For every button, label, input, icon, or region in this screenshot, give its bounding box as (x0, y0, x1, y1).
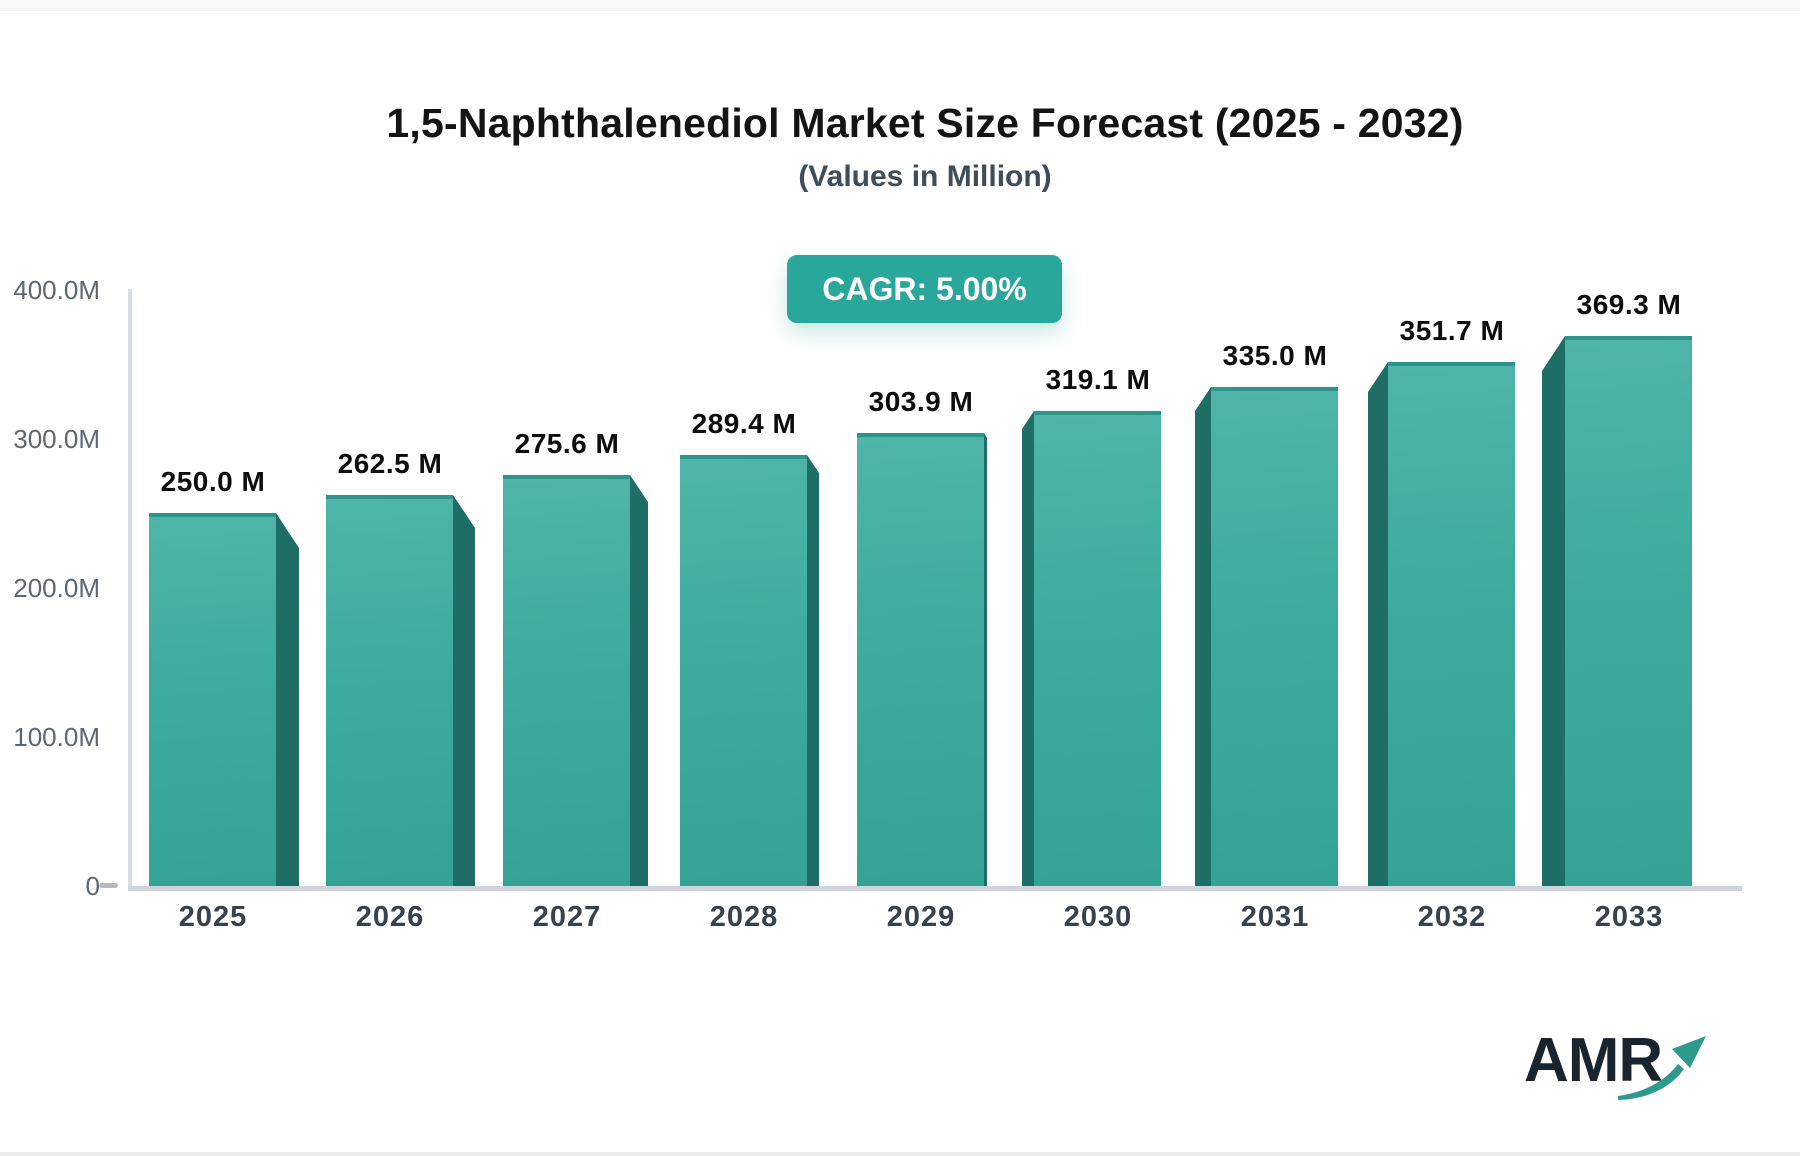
bar-side-face (1542, 336, 1565, 886)
bar-value-label: 335.0 M (1222, 340, 1328, 371)
bar-value-label: 351.7 M (1399, 315, 1505, 346)
x-axis-label-2029: 2029 (886, 901, 956, 933)
bar-front-face (1211, 387, 1338, 886)
bar-side-face (807, 455, 819, 886)
x-axis-label-2033: 2033 (1594, 901, 1664, 933)
bar-side-face (984, 433, 987, 886)
chart-subtitle: (Values in Million) (798, 160, 1052, 193)
bar-side-face (1195, 387, 1211, 886)
y-axis-tick-label: 200.0M (13, 573, 100, 603)
y-axis-tick-label: 0 (85, 871, 100, 901)
bar-value-label: 262.5 M (337, 448, 443, 479)
amr-logo-text: AMR (1524, 1026, 1663, 1095)
bar-value-label: 289.4 M (691, 408, 797, 439)
bar-front-face (857, 433, 984, 886)
bar-value-label: 319.1 M (1045, 364, 1151, 395)
window-top-edge (0, 0, 1800, 11)
bar-value-label: 275.6 M (514, 428, 620, 459)
bar-front-face (326, 495, 453, 886)
x-axis-label-2032: 2032 (1417, 901, 1487, 933)
bar-front-face (1034, 411, 1161, 886)
y-axis-tick-label: 400.0M (13, 275, 100, 305)
bar-value-label: 369.3 M (1576, 289, 1682, 320)
bar-front-face (149, 513, 276, 886)
x-axis-label-2030: 2030 (1063, 901, 1133, 933)
x-axis-label-2027: 2027 (532, 901, 602, 933)
bar-value-label: 303.9 M (868, 386, 974, 417)
cagr-badge: CAGR: 5.00% (787, 255, 1062, 323)
y-axis-line (128, 289, 132, 890)
bar-value-label: 250.0 M (160, 466, 266, 497)
bar-front-face (1388, 362, 1515, 886)
bar-side-face (1368, 362, 1388, 886)
y-axis-tick-label: 100.0M (13, 722, 100, 752)
bar-front-face (680, 455, 807, 886)
x-axis-label-2025: 2025 (178, 901, 248, 933)
y-axis-zero-tick (99, 883, 118, 888)
bar-side-face (453, 495, 475, 886)
bar-side-face (630, 475, 648, 886)
y-axis-tick-label: 300.0M (13, 424, 100, 454)
growth-arrow-icon (1618, 1036, 1706, 1100)
x-axis-label-2028: 2028 (709, 901, 779, 933)
bar-front-face (1565, 336, 1692, 886)
x-axis-label-2031: 2031 (1240, 901, 1310, 933)
window-bottom-edge (0, 1152, 1800, 1156)
chart-title: 1,5-Naphthalenediol Market Size Forecast… (386, 100, 1464, 146)
x-axis-label-2026: 2026 (355, 901, 425, 933)
bar-side-face (1022, 411, 1034, 886)
amr-logo: AMR (1524, 1030, 1734, 1110)
bar-side-face (276, 513, 299, 886)
x-axis-line (128, 886, 1742, 891)
bar-front-face (503, 475, 630, 886)
